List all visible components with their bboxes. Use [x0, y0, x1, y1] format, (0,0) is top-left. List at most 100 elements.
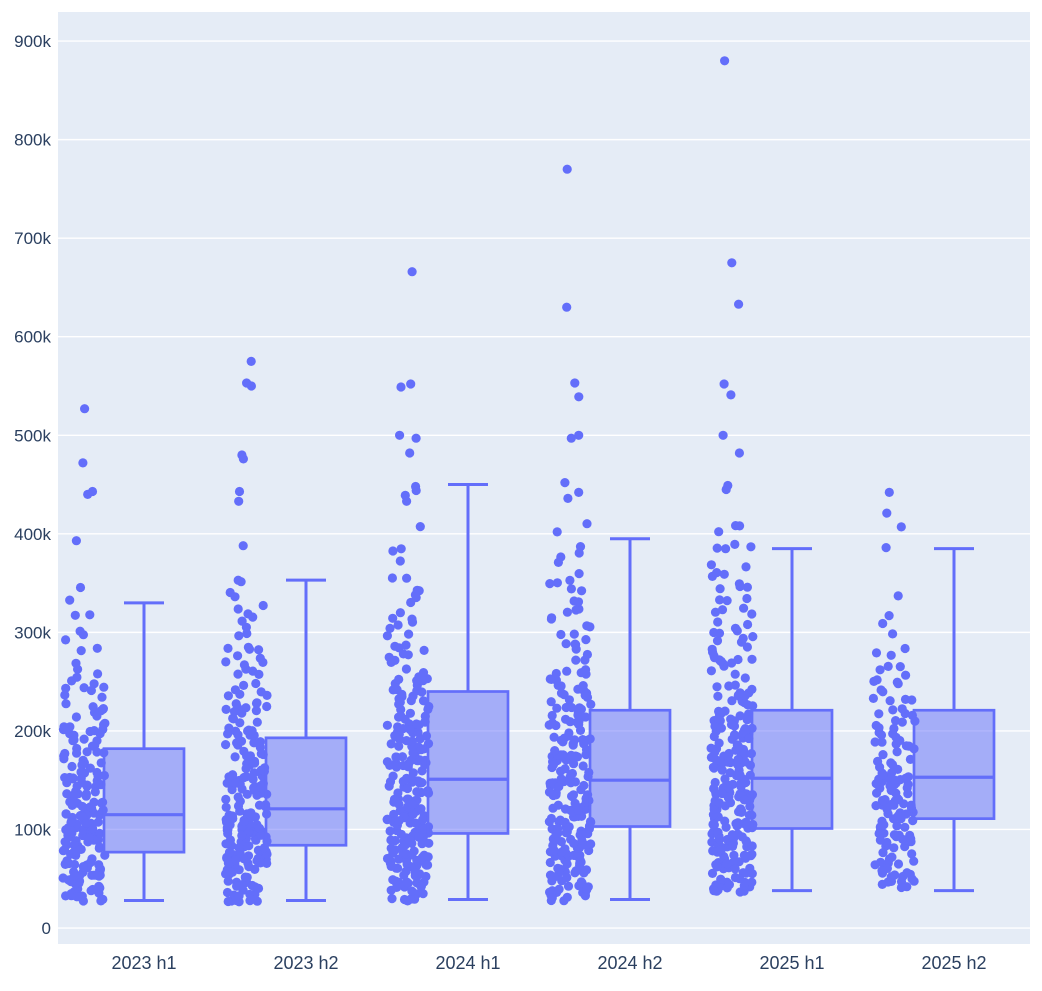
data-point — [382, 720, 392, 730]
data-point — [730, 539, 740, 550]
data-point — [874, 709, 884, 719]
data-point — [746, 851, 756, 861]
data-point — [236, 736, 247, 746]
data-point — [887, 768, 897, 778]
data-point — [59, 845, 70, 855]
data-point — [877, 879, 887, 890]
data-point — [395, 697, 405, 707]
data-point — [885, 696, 895, 706]
data-point — [875, 762, 885, 772]
data-point — [887, 760, 898, 770]
data-point — [577, 835, 587, 846]
data-point — [390, 641, 400, 651]
data-point — [871, 801, 881, 811]
data-point — [251, 678, 261, 689]
data-point — [562, 872, 572, 883]
data-point — [223, 691, 233, 701]
data-point — [72, 892, 82, 902]
data-point — [228, 714, 239, 724]
data-point — [877, 795, 888, 806]
data-point — [233, 792, 243, 802]
data-point — [739, 725, 750, 735]
data-point — [874, 723, 884, 733]
data-point — [60, 748, 70, 759]
data-point — [221, 802, 231, 812]
data-point — [721, 544, 731, 554]
data-point — [878, 750, 888, 760]
data-point — [92, 747, 102, 757]
data-point — [909, 856, 919, 866]
data-point — [81, 818, 92, 828]
data-point — [81, 789, 91, 799]
data-point — [388, 771, 398, 781]
data-point — [582, 519, 592, 529]
data-point — [707, 868, 718, 879]
data-point — [889, 723, 899, 734]
data-point — [229, 707, 240, 717]
data-point — [720, 774, 730, 784]
outlier-point — [238, 454, 248, 464]
data-point — [582, 621, 592, 631]
data-point — [711, 755, 721, 765]
outlier-point — [721, 484, 731, 495]
outlier-point — [719, 379, 729, 389]
data-point — [747, 841, 757, 851]
data-point — [244, 644, 255, 654]
data-point — [890, 775, 900, 785]
data-point — [386, 835, 396, 845]
outlier-points — [234, 356, 256, 551]
data-point — [99, 682, 109, 692]
data-point — [736, 807, 747, 818]
data-point — [239, 746, 249, 756]
point-cloud — [221, 575, 272, 907]
data-point — [544, 787, 555, 797]
data-point — [577, 586, 587, 596]
data-point — [65, 595, 75, 605]
iqr-box — [588, 708, 672, 828]
data-point — [888, 629, 898, 639]
data-point — [405, 708, 415, 718]
data-point — [571, 605, 581, 615]
outlier-point — [395, 430, 405, 440]
y-tick-label: 400k — [14, 525, 51, 544]
y-tick-labels: 0 100k 200k 300k 400k 500k 600k 700k 800k 900k — [14, 32, 51, 938]
data-point — [554, 782, 564, 792]
data-point — [388, 546, 398, 556]
data-point — [739, 795, 749, 805]
data-point — [70, 610, 80, 620]
data-point — [714, 738, 724, 748]
outlier-point — [566, 433, 576, 443]
data-point — [897, 704, 907, 714]
data-point — [412, 787, 422, 797]
data-point — [878, 770, 889, 780]
data-point — [77, 760, 87, 770]
data-point — [223, 643, 233, 654]
data-point — [223, 876, 233, 886]
data-point — [549, 732, 559, 742]
data-point — [60, 773, 70, 783]
data-point — [565, 575, 575, 586]
data-point — [94, 842, 105, 852]
data-point — [76, 774, 86, 784]
data-point — [564, 822, 574, 832]
data-point — [403, 878, 413, 888]
outlier-point — [83, 489, 93, 499]
data-point — [735, 711, 745, 721]
data-point — [397, 689, 407, 699]
data-point — [547, 893, 557, 903]
data-point — [872, 675, 882, 685]
data-point — [549, 872, 560, 882]
data-point — [415, 522, 425, 532]
data-point — [562, 607, 573, 617]
data-point — [396, 544, 406, 554]
data-point — [552, 578, 563, 588]
data-point — [561, 639, 571, 649]
data-point — [556, 688, 567, 698]
data-point — [708, 846, 718, 856]
data-point — [706, 560, 717, 570]
data-point — [402, 794, 412, 804]
data-point — [567, 702, 577, 713]
data-point — [252, 717, 262, 727]
data-point — [547, 718, 558, 728]
data-point — [708, 762, 719, 772]
